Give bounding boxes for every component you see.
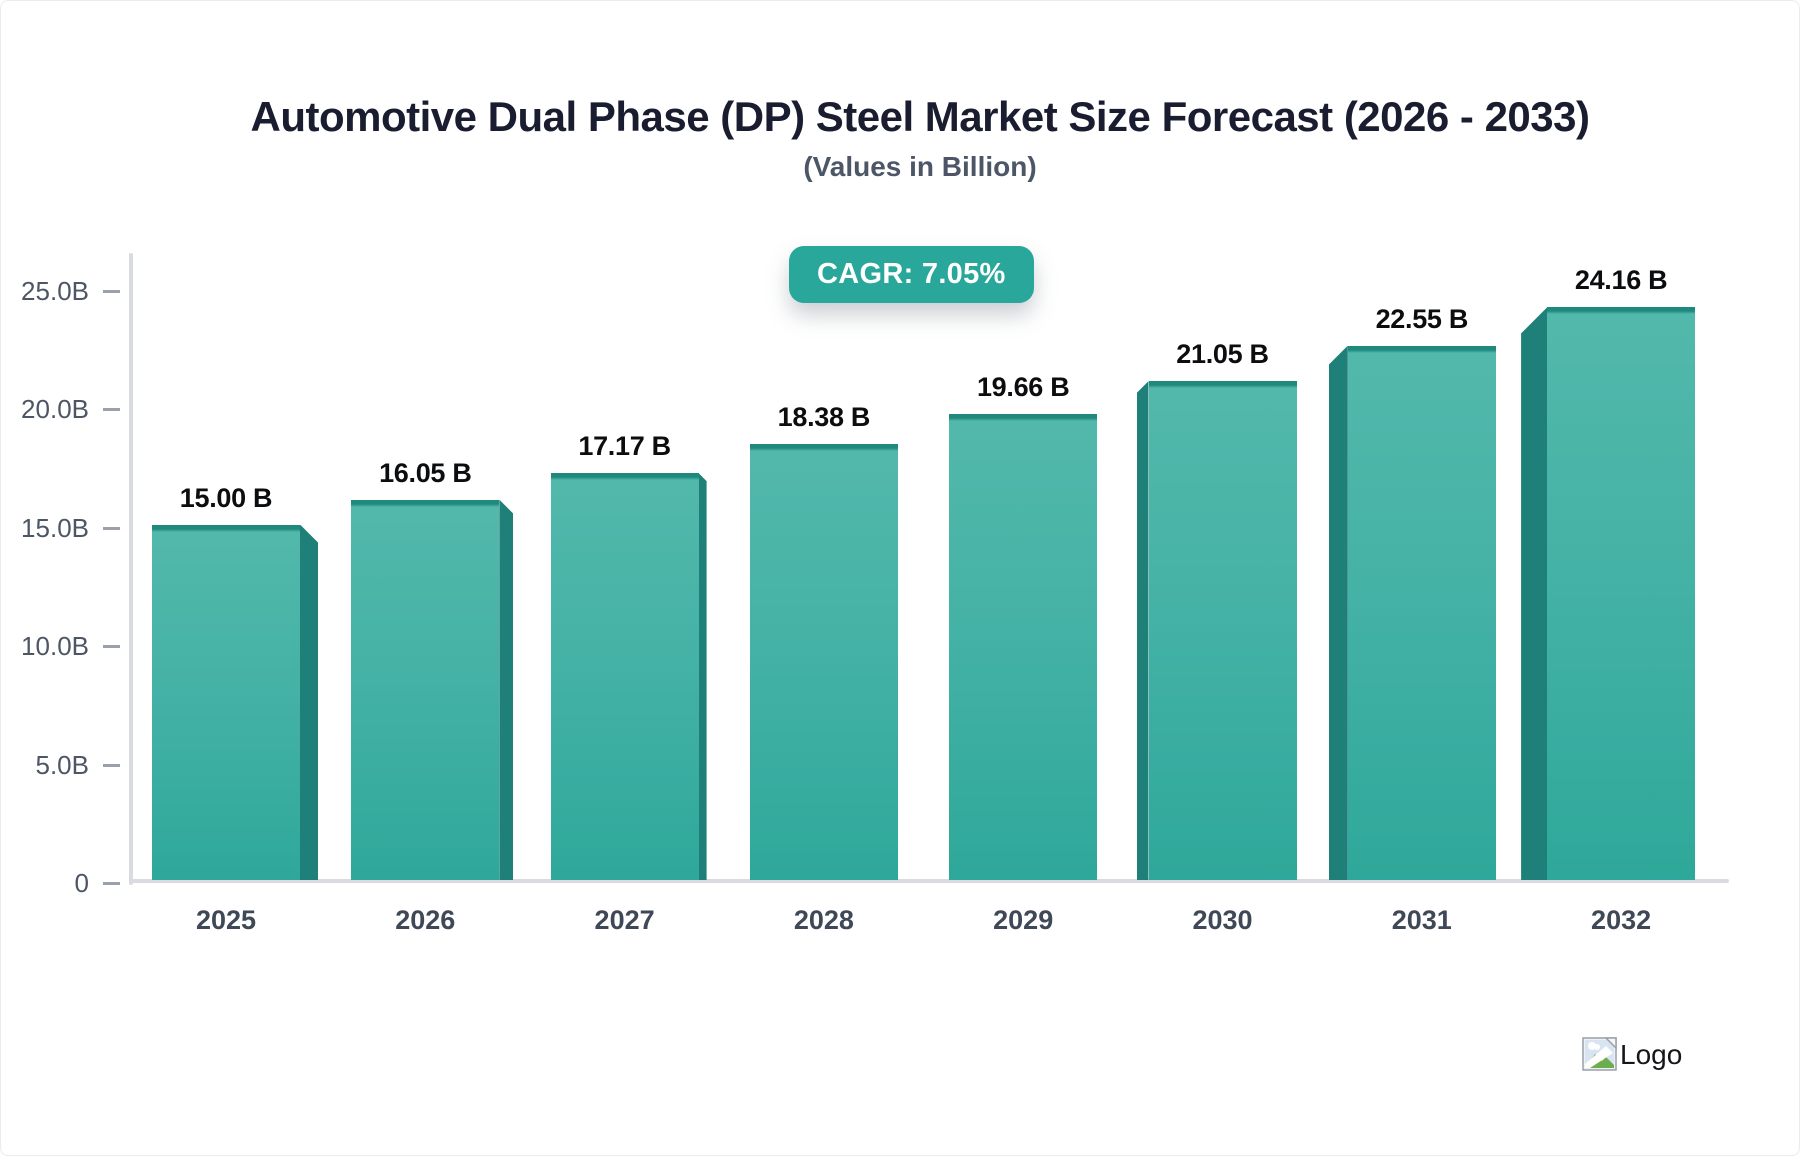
bar-side-3d	[1136, 381, 1149, 880]
cagr-badge-label: CAGR: 7.05%	[817, 258, 1006, 290]
bar-value-label: 17.17 B	[578, 431, 671, 462]
cagr-badge: CAGR: 7.05%	[789, 246, 1034, 303]
x-axis-line	[129, 879, 1729, 883]
bar-side-3d	[698, 473, 707, 880]
bar-face	[949, 414, 1098, 880]
logo: Logo	[1582, 1037, 1682, 1072]
y-tick-label: 5.0B	[35, 749, 90, 780]
bar-2032	[1521, 307, 1696, 880]
chart-subtitle: (Values in Billion)	[803, 151, 1037, 182]
y-tick-mark	[103, 645, 120, 648]
bar-face	[1547, 307, 1696, 880]
y-axis-line	[129, 253, 133, 885]
bar-face	[152, 524, 300, 880]
x-axis-label: 2026	[395, 905, 456, 935]
y-tick-label: 20.0B	[21, 394, 89, 424]
y-tick-label: 25.0B	[21, 275, 89, 306]
bar-value-label: 21.05 B	[1176, 339, 1269, 370]
bar-2025	[152, 524, 318, 880]
logo-text: Logo	[1620, 1038, 1683, 1070]
y-tick-mark	[103, 526, 120, 530]
y-tick-label: 0	[74, 868, 89, 898]
x-axis-label: 2031	[1391, 905, 1452, 935]
broken-image-icon	[1582, 1037, 1617, 1071]
y-tick-mark	[103, 289, 120, 293]
bar-value-label: 15.00 B	[179, 482, 273, 513]
bar-value-label: 18.38 B	[777, 402, 871, 433]
bar-2026	[351, 499, 514, 880]
x-axis-label: 2030	[1192, 905, 1253, 935]
bar-side-3d	[1328, 345, 1348, 880]
bar-value-label: 19.66 B	[976, 372, 1070, 403]
y-tick-label: 15.0B	[21, 512, 89, 543]
x-axis-label: 2027	[594, 905, 655, 935]
x-axis-label: 2029	[993, 905, 1054, 935]
x-axis-label: 2028	[793, 905, 854, 935]
bar-side-3d	[499, 499, 514, 880]
bar-2027	[550, 473, 707, 880]
bar-2031	[1328, 345, 1496, 880]
bar-face	[550, 473, 699, 880]
x-axis-label: 2032	[1591, 905, 1652, 935]
x-axis-label: 2025	[195, 905, 257, 935]
bar-face	[1148, 381, 1297, 880]
bar-value-label: 22.55 B	[1375, 303, 1469, 334]
bar-face	[351, 499, 500, 880]
chart-title: Automotive Dual Phase (DP) Steel Market …	[250, 93, 1591, 140]
bar-value-label: 16.05 B	[379, 457, 472, 488]
bar-face	[1347, 345, 1496, 880]
bar-side-3d	[1521, 307, 1548, 880]
bar-face	[749, 444, 898, 880]
bar-2029	[949, 414, 1098, 880]
y-tick-mark	[103, 882, 120, 885]
bar-side-3d	[300, 524, 318, 880]
y-tick-label: 10.0B	[21, 631, 89, 661]
y-tick-mark	[103, 408, 120, 411]
bar-value-label: 24.16 B	[1574, 265, 1668, 296]
bar-2030	[1136, 381, 1297, 880]
bar-2028	[749, 444, 898, 880]
y-tick-mark	[103, 763, 120, 767]
